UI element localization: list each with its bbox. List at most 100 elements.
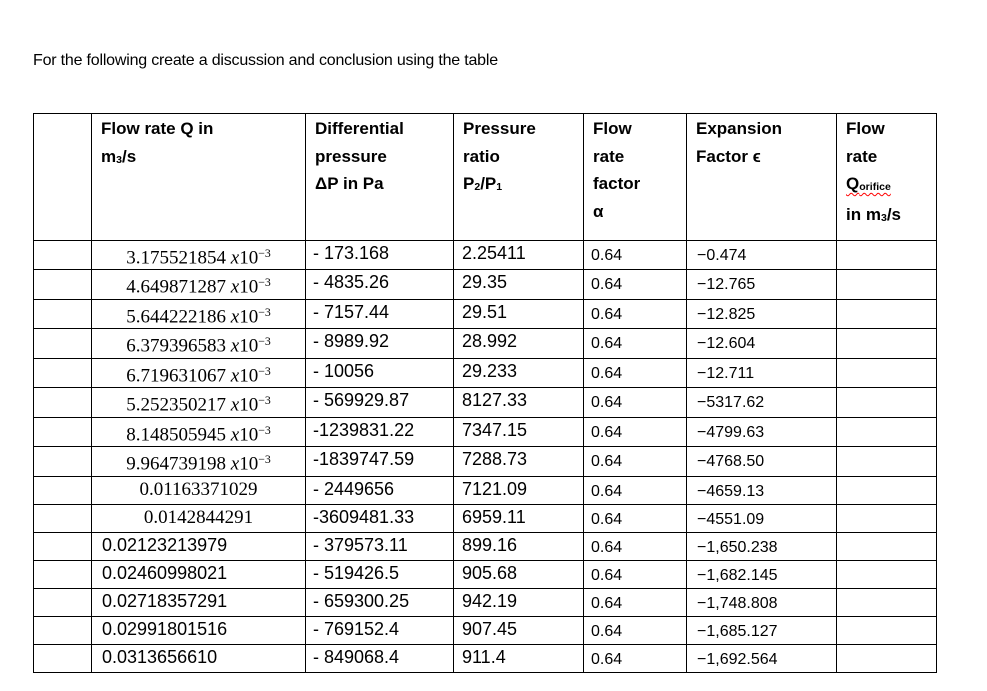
cell-expansion-factor: −4551.09 (686, 503, 837, 533)
cell-expansion-factor: −1,685.127 (686, 615, 837, 645)
cell-row-label (33, 615, 92, 645)
cell-pressure-ratio: 8127.33 (453, 387, 584, 418)
cell-expansion-factor: −1,748.808 (686, 587, 837, 617)
cell-flow-rate-q: 8.148505945 x10−3 (91, 416, 306, 448)
cell-differential-pressure: - 7157.44 (305, 298, 454, 330)
cell-expansion-factor: −5317.62 (686, 387, 837, 418)
cell-row-label (33, 357, 92, 389)
data-table: Flow rate Q in m3/s Differential pressure… (33, 113, 937, 673)
cell-row-label (33, 475, 92, 505)
cell-flow-rate-orifice (836, 269, 937, 300)
cell-flow-rate-orifice (836, 559, 937, 589)
cell-pressure-ratio: 7288.73 (453, 446, 584, 477)
cell-differential-pressure: -3609481.33 (305, 503, 454, 533)
col-row-label (33, 113, 92, 241)
table-body: 3.175521854 x10−3- 173.168 2.25411 0.64 −0.… (33, 239, 937, 673)
cell-pressure-ratio: 7121.09 (453, 475, 584, 505)
table-row: 6.379396583 x10−3- 8989.92 28.992 0.64 −12.… (33, 328, 937, 359)
cell-expansion-factor: −12.765 (686, 269, 837, 300)
cell-pressure-ratio: 899.16 (453, 531, 584, 561)
cell-flow-rate-orifice (836, 357, 937, 389)
cell-flow-rate-q: 0.02991801516 (91, 615, 306, 645)
cell-row-label (33, 559, 92, 589)
cell-row-label (33, 531, 92, 561)
table-row: 0.02460998021- 519426.5 905.68 0.64 −1,682.… (33, 559, 937, 589)
cell-flow-rate-factor: 0.64 (583, 328, 687, 359)
col-pressure-ratio: Pressure ratio P2/P1 (453, 113, 584, 241)
cell-differential-pressure: - 659300.25 (305, 587, 454, 617)
cell-flow-rate-q: 3.175521854 x10−3 (91, 239, 306, 271)
cell-flow-rate-q: 0.02718357291 (91, 587, 306, 617)
cell-flow-rate-factor: 0.64 (583, 475, 687, 505)
cell-differential-pressure: - 8989.92 (305, 328, 454, 359)
cell-flow-rate-factor: 0.64 (583, 446, 687, 477)
cell-differential-pressure: - 2449656 (305, 475, 454, 505)
cell-flow-rate-factor: 0.64 (583, 615, 687, 645)
cell-expansion-factor: −12.825 (686, 298, 837, 330)
table-row: 9.964739198 x10−3 -1839747.59 7288.73 0.64−… (33, 446, 937, 477)
table-header-row: Flow rate Q in m3/s Differential pressure… (33, 113, 937, 241)
cell-expansion-factor: −12.711 (686, 357, 837, 389)
cell-flow-rate-factor: 0.64 (583, 643, 687, 673)
cell-flow-rate-orifice (836, 387, 937, 418)
cell-pressure-ratio: 907.45 (453, 615, 584, 645)
cell-flow-rate-q: 5.252350217 x10−3 (91, 387, 306, 418)
cell-flow-rate-q: 4.649871287 x10−3 (91, 269, 306, 300)
cell-differential-pressure: - 569929.87 (305, 387, 454, 418)
cell-pressure-ratio: 29.35 (453, 269, 584, 300)
col-flow-rate-orifice: Flow rate Qorifice in m3/s (836, 113, 937, 241)
cell-flow-rate-factor: 0.64 (583, 387, 687, 418)
table-row: 4.649871287 x10−3- 4835.26 29.35 0.64 −12.7… (33, 269, 937, 300)
col-flow-rate-q: Flow rate Q in m3/s (91, 113, 306, 241)
cell-flow-rate-orifice (836, 475, 937, 505)
cell-flow-rate-factor: 0.64 (583, 239, 687, 271)
cell-flow-rate-factor: 0.64 (583, 531, 687, 561)
cell-expansion-factor: −1,692.564 (686, 643, 837, 673)
cell-flow-rate-factor: 0.64 (583, 559, 687, 589)
col-expansion-factor: Expansion Factor ϵ (686, 113, 837, 241)
table-row: 8.148505945 x10−3 -1239831.22 7347.15 0.64−… (33, 416, 937, 448)
cell-flow-rate-orifice (836, 416, 937, 448)
cell-flow-rate-orifice (836, 503, 937, 533)
cell-flow-rate-factor: 0.64 (583, 416, 687, 448)
cell-flow-rate-orifice (836, 446, 937, 477)
cell-flow-rate-factor: 0.64 (583, 298, 687, 330)
cell-differential-pressure: - 769152.4 (305, 615, 454, 645)
cell-row-label (33, 643, 92, 673)
cell-flow-rate-orifice (836, 615, 937, 645)
table-row: 5.252350217 x10−3- 569929.87 8127.33 0.64−… (33, 387, 937, 418)
cell-expansion-factor: −1,650.238 (686, 531, 837, 561)
cell-flow-rate-orifice (836, 239, 937, 271)
cell-pressure-ratio: 6959.11 (453, 503, 584, 533)
cell-flow-rate-orifice (836, 587, 937, 617)
cell-pressure-ratio: 2.25411 (453, 239, 584, 271)
cell-expansion-factor: −12.604 (686, 328, 837, 359)
cell-flow-rate-factor: 0.64 (583, 587, 687, 617)
cell-expansion-factor: −1,682.145 (686, 559, 837, 589)
cell-pressure-ratio: 7347.15 (453, 416, 584, 448)
cell-flow-rate-q: 0.02123213979 (91, 531, 306, 561)
table-row: 3.175521854 x10−3- 173.168 2.25411 0.64 −0.… (33, 239, 937, 271)
cell-row-label (33, 298, 92, 330)
cell-row-label (33, 416, 92, 448)
cell-flow-rate-q: 5.644222186 x10−3 (91, 298, 306, 330)
cell-differential-pressure: -1239831.22 (305, 416, 454, 448)
cell-row-label (33, 387, 92, 418)
table-row: 0.02123213979- 379573.11 899.16 0.64 −1,650… (33, 531, 937, 561)
cell-expansion-factor: −4659.13 (686, 475, 837, 505)
table-row: 0.0313656610- 849068.4 911.4 0.64 −1,692.56… (33, 643, 937, 673)
instruction-text: For the following create a discussion an… (33, 52, 498, 69)
cell-row-label (33, 328, 92, 359)
cell-row-label (33, 239, 92, 271)
cell-flow-rate-factor: 0.64 (583, 503, 687, 533)
cell-pressure-ratio: 29.233 (453, 357, 584, 389)
table-row: 0.01163371029- 2449656 7121.09 0.64 −4659.1… (33, 475, 937, 505)
cell-flow-rate-q: 6.379396583 x10−3 (91, 328, 306, 359)
cell-flow-rate-factor: 0.64 (583, 357, 687, 389)
cell-differential-pressure: - 10056 (305, 357, 454, 389)
cell-flow-rate-orifice (836, 531, 937, 561)
cell-row-label (33, 587, 92, 617)
cell-flow-rate-q: 0.0142844291 (91, 503, 306, 533)
cell-expansion-factor: −0.474 (686, 239, 837, 271)
cell-flow-rate-q: 6.719631067 x10−3 (91, 357, 306, 389)
